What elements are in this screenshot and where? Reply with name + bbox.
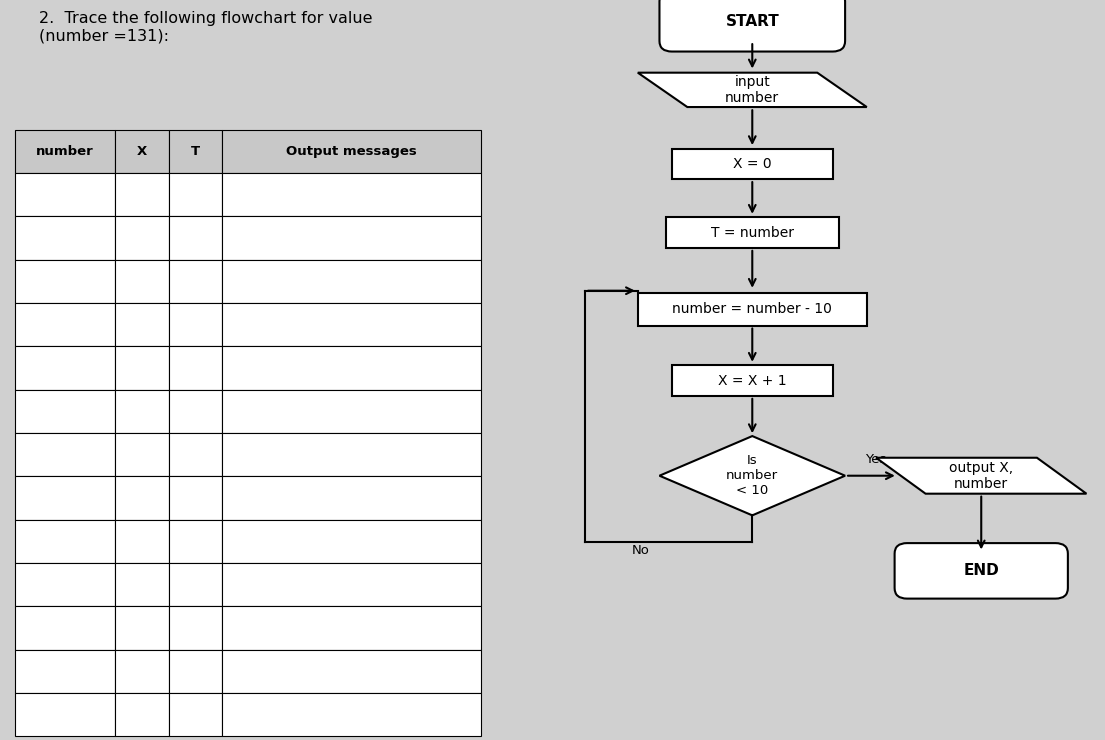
Bar [222, 346, 482, 389]
Bar [672, 149, 833, 179]
FancyBboxPatch shape [895, 543, 1067, 599]
Polygon shape [638, 73, 866, 107]
Bar [14, 216, 115, 260]
Bar [115, 216, 169, 260]
Bar [14, 563, 115, 606]
Bar [169, 389, 222, 433]
Text: T: T [191, 145, 200, 158]
Bar [115, 650, 169, 693]
Bar [222, 693, 482, 736]
Text: Yes: Yes [865, 453, 886, 466]
Bar [115, 389, 169, 433]
Bar [169, 693, 222, 736]
Bar [222, 389, 482, 433]
Bar [169, 606, 222, 650]
Text: No: No [632, 545, 650, 557]
Bar [169, 433, 222, 477]
Bar [115, 346, 169, 389]
Bar [169, 173, 222, 216]
Bar [222, 433, 482, 477]
Bar [222, 519, 482, 563]
Bar [222, 563, 482, 606]
Bar [14, 693, 115, 736]
Bar [222, 173, 482, 216]
Bar [14, 650, 115, 693]
Bar [14, 433, 115, 477]
Bar [169, 346, 222, 389]
Bar [14, 303, 115, 346]
Text: START: START [725, 13, 779, 29]
Bar [115, 563, 169, 606]
Bar [14, 130, 115, 173]
Text: 2.  Trace the following flowchart for value
(number =131):: 2. Trace the following flowchart for val… [39, 11, 372, 44]
Text: X: X [137, 145, 147, 158]
Text: Output messages: Output messages [286, 145, 418, 158]
Bar [222, 260, 482, 303]
Bar [115, 303, 169, 346]
Text: output X,
number: output X, number [949, 460, 1013, 491]
Bar [115, 606, 169, 650]
Bar [169, 260, 222, 303]
FancyBboxPatch shape [660, 0, 845, 52]
Bar [14, 519, 115, 563]
Text: number = number - 10: number = number - 10 [672, 302, 832, 316]
Bar [222, 650, 482, 693]
Bar [665, 218, 839, 248]
Bar [14, 606, 115, 650]
Bar [222, 606, 482, 650]
Bar [115, 433, 169, 477]
Bar [638, 293, 866, 326]
Polygon shape [876, 458, 1086, 494]
Bar [222, 477, 482, 519]
Bar [672, 366, 833, 396]
Text: X = 0: X = 0 [733, 157, 771, 171]
Text: T = number: T = number [711, 226, 793, 240]
Bar [115, 130, 169, 173]
Bar [14, 346, 115, 389]
Bar [14, 477, 115, 519]
Text: input
number: input number [725, 75, 779, 105]
Bar [115, 477, 169, 519]
Bar [115, 173, 169, 216]
Bar [222, 216, 482, 260]
Bar [222, 130, 482, 173]
Polygon shape [660, 436, 845, 515]
Bar [222, 303, 482, 346]
Bar [115, 519, 169, 563]
Bar [169, 216, 222, 260]
Text: END: END [964, 563, 999, 579]
Text: number: number [35, 145, 94, 158]
Bar [115, 260, 169, 303]
Bar [169, 650, 222, 693]
Bar [169, 477, 222, 519]
Bar [169, 519, 222, 563]
Bar [14, 260, 115, 303]
Bar [169, 563, 222, 606]
Bar [115, 693, 169, 736]
Bar [14, 173, 115, 216]
Bar [169, 303, 222, 346]
Text: Is
number
< 10: Is number < 10 [726, 454, 778, 497]
Bar [169, 130, 222, 173]
Bar [14, 389, 115, 433]
Text: X = X + 1: X = X + 1 [718, 374, 787, 388]
